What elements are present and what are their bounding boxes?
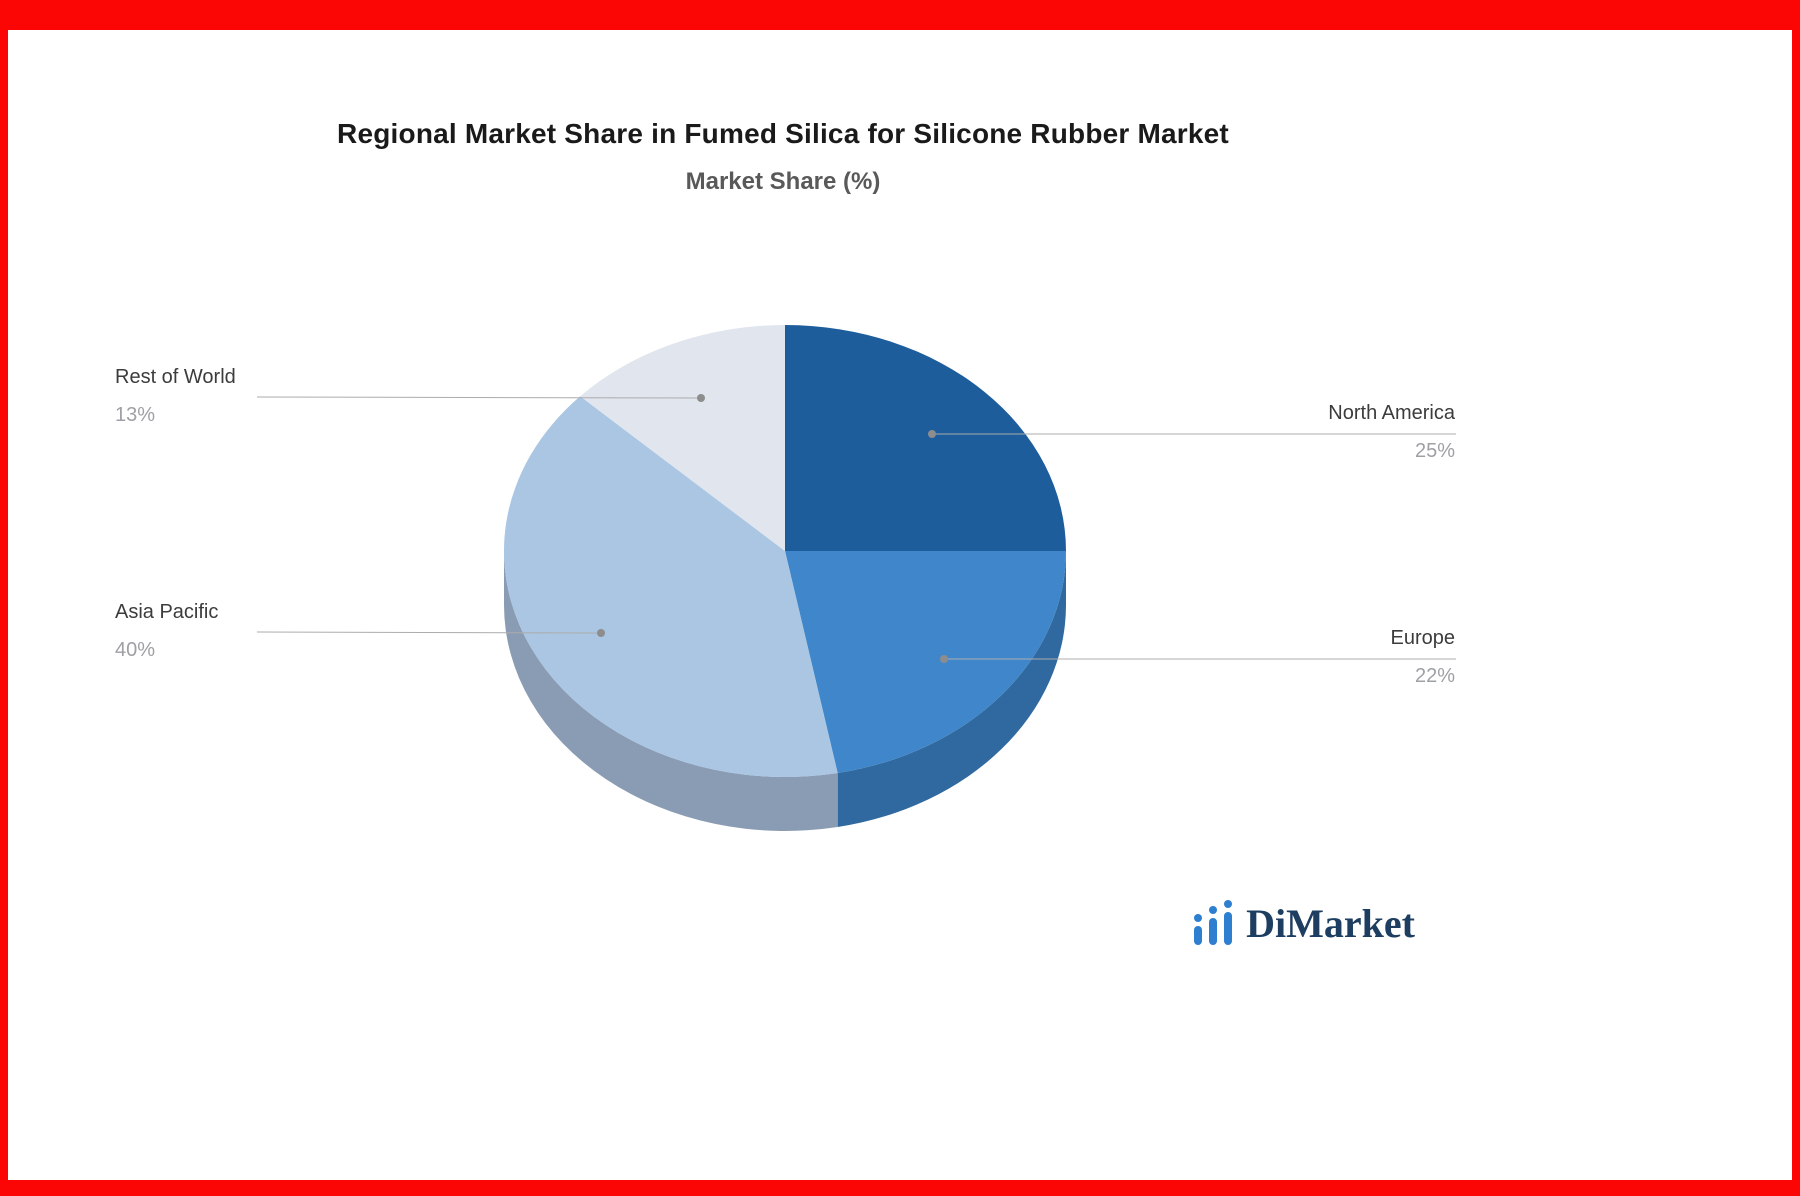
slice-label-europe: Europe bbox=[1390, 627, 1456, 649]
pie-depth-europe bbox=[837, 551, 1066, 827]
leader-dot-asia-pacific bbox=[597, 629, 605, 637]
pie-slice-north-america bbox=[785, 325, 1066, 551]
leader-line-rest-of-world bbox=[256, 396, 702, 399]
pie-slice-rest-of-world bbox=[580, 325, 785, 551]
slice-pct-north-america: 25% bbox=[1414, 440, 1455, 462]
leader-line-asia-pacific bbox=[256, 631, 602, 634]
slice-label-rest-of-world: Rest of World bbox=[115, 366, 236, 388]
pie-slices-group bbox=[503, 325, 1066, 832]
dimarket-logo-icon bbox=[1194, 900, 1233, 945]
dimarket-logo-text: DiMarket bbox=[1246, 900, 1415, 946]
slice-pct-rest-of-world: 13% bbox=[115, 404, 156, 426]
leader-dots-group bbox=[597, 394, 948, 663]
leader-dot-europe bbox=[940, 655, 948, 663]
leader-lines-group bbox=[256, 396, 1456, 660]
leader-dot-rest-of-world bbox=[697, 394, 705, 402]
leader-dot-north-america bbox=[928, 430, 936, 438]
chart-title: Regional Market Share in Fumed Silica fo… bbox=[337, 118, 1229, 149]
pie-slice-asia-pacific bbox=[503, 396, 838, 778]
chart-subtitle: Market Share (%) bbox=[685, 168, 881, 195]
pie-depth-asia-pacific bbox=[504, 551, 838, 832]
pie-slice-europe bbox=[785, 551, 1066, 773]
dimarket-logo: DiMarket bbox=[1192, 899, 1415, 947]
slice-label-north-america: North America bbox=[1328, 402, 1455, 424]
slice-pct-europe: 22% bbox=[1414, 665, 1455, 687]
slice-pct-asia-pacific: 40% bbox=[115, 639, 156, 661]
slice-label-asia-pacific: Asia Pacific bbox=[115, 601, 219, 623]
